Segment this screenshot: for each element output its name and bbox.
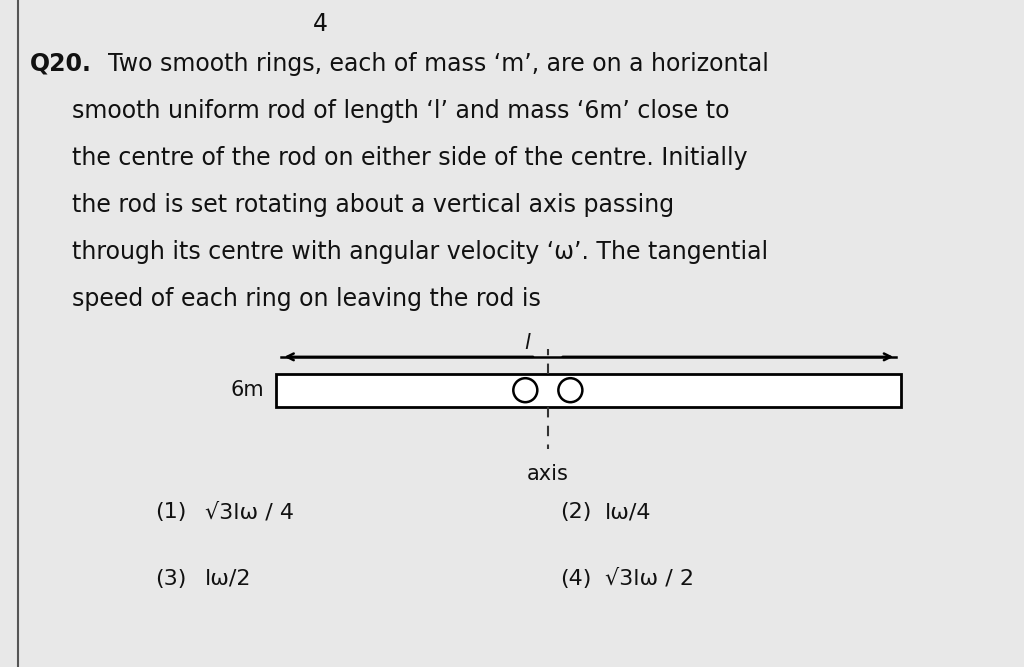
- Text: lω/4: lω/4: [605, 502, 651, 522]
- Text: 6m: 6m: [230, 380, 264, 400]
- Text: 4: 4: [312, 12, 328, 36]
- Text: (3): (3): [155, 569, 186, 589]
- Text: √3lω / 4: √3lω / 4: [205, 502, 294, 522]
- Circle shape: [558, 378, 583, 402]
- Text: axis: axis: [527, 464, 568, 484]
- Text: lω/2: lω/2: [205, 569, 252, 589]
- Text: the rod is set rotating about a vertical axis passing: the rod is set rotating about a vertical…: [72, 193, 674, 217]
- Text: Q20.: Q20.: [30, 52, 92, 76]
- Circle shape: [513, 378, 538, 402]
- Text: speed of each ring on leaving the rod is: speed of each ring on leaving the rod is: [72, 287, 541, 311]
- Text: smooth uniform rod of length ‘l’ and mass ‘6m’ close to: smooth uniform rod of length ‘l’ and mas…: [72, 99, 729, 123]
- Text: (1): (1): [155, 502, 186, 522]
- Text: (4): (4): [560, 569, 592, 589]
- Text: the centre of the rod on either side of the centre. Initially: the centre of the rod on either side of …: [72, 146, 748, 170]
- Text: √3lω / 2: √3lω / 2: [605, 569, 694, 589]
- Text: Two smooth rings, each of mass ‘m’, are on a horizontal: Two smooth rings, each of mass ‘m’, are …: [108, 52, 769, 76]
- Text: (2): (2): [560, 502, 592, 522]
- Text: through its centre with angular velocity ‘ω’. The tangential: through its centre with angular velocity…: [72, 240, 768, 264]
- Text: l: l: [524, 333, 529, 353]
- Bar: [276, 374, 901, 407]
